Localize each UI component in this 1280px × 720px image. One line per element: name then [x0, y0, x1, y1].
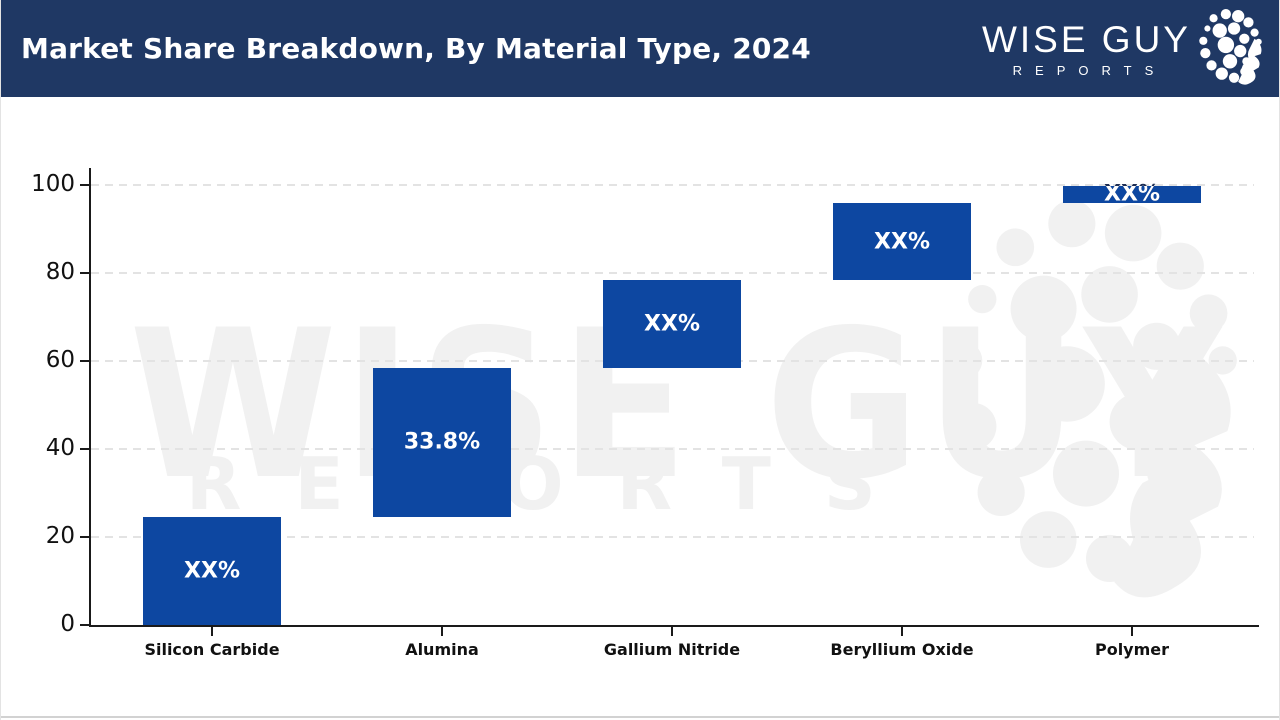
x-category-label: Beryllium Oxide — [830, 640, 974, 659]
bar-label-clip: XX% — [143, 517, 281, 625]
y-tick-label: 0 — [60, 611, 75, 637]
bar-label-clip: 33.8% — [373, 368, 511, 517]
bar-label: 33.8% — [403, 429, 481, 455]
y-axis-spine — [89, 168, 91, 627]
y-tick-label: 20 — [45, 523, 75, 549]
gridline — [91, 448, 1254, 450]
bar-label: XX% — [1104, 185, 1160, 204]
y-tick-mark — [80, 184, 89, 186]
y-tick-mark — [80, 536, 89, 538]
logo-text: WISE GUY REPORTS — [982, 21, 1191, 77]
bar-segment: XX% XX% — [1063, 182, 1201, 207]
bar-segment: 33.8% — [373, 368, 511, 517]
bottom-border — [1, 716, 1279, 718]
x-tick-mark — [1131, 627, 1133, 636]
y-tick-mark — [80, 272, 89, 274]
gridline — [91, 536, 1254, 538]
y-tick-mark — [80, 448, 89, 450]
header-bar: Market Share Breakdown, By Material Type… — [1, 0, 1279, 97]
logo-wordmark: WISE GUY — [981, 18, 1191, 60]
x-tick-mark — [901, 627, 903, 636]
logo-subtext: REPORTS — [1012, 62, 1167, 78]
y-tick-label: 100 — [31, 171, 75, 197]
y-tick-mark — [80, 360, 89, 362]
bar-label: XX% — [644, 311, 700, 337]
gridline — [91, 184, 1254, 186]
bar-label-clip: XX% — [1063, 186, 1201, 203]
bar-label-overflow: XX% — [1104, 181, 1160, 207]
bar-label: XX% — [184, 558, 240, 584]
bar-segment: XX% — [143, 516, 281, 625]
x-category-label: Silicon Carbide — [144, 640, 280, 659]
x-category-label: Alumina — [405, 640, 479, 659]
bar-label: XX% — [874, 229, 930, 255]
x-axis-spine — [89, 625, 1259, 627]
x-tick-mark — [441, 627, 443, 636]
bar-segment: XX% — [603, 280, 741, 369]
gridline — [91, 272, 1254, 274]
x-tick-mark — [211, 627, 213, 636]
bar-segment: XX% — [833, 203, 971, 281]
bar-label-clip: XX% — [603, 280, 741, 368]
bar-label-clip: XX% — [833, 203, 971, 280]
wise-guy-logo: WISE GUY REPORTS — [982, 8, 1267, 90]
x-category-label: Gallium Nitride — [603, 640, 741, 659]
y-tick-mark — [80, 624, 89, 626]
logo-face-icon — [1199, 8, 1262, 85]
x-tick-mark — [671, 627, 673, 636]
x-category-label: Polymer — [1094, 640, 1170, 659]
y-tick-label: 80 — [45, 259, 75, 285]
y-tick-label: 60 — [45, 347, 75, 373]
page-title: Market Share Breakdown, By Material Type… — [21, 32, 811, 65]
y-tick-label: 40 — [45, 435, 75, 461]
